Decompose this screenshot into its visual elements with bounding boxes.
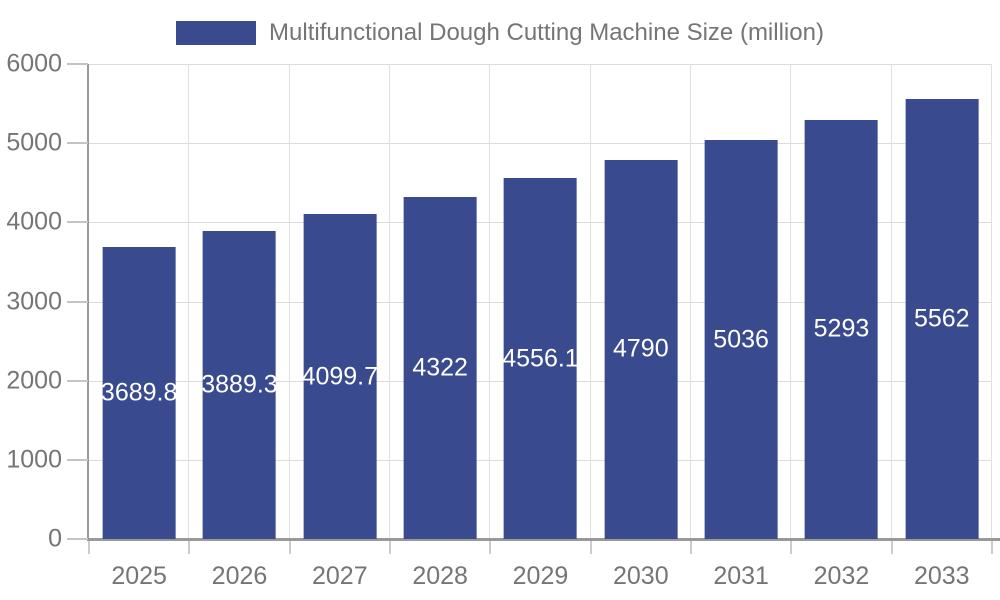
x-tick-label-2031: 2031: [713, 562, 769, 590]
bar-cell-2025: 3689.8: [89, 64, 189, 539]
x-tick-4: [489, 541, 492, 554]
x-tick-8: [890, 541, 893, 554]
y-tick-4000: [67, 221, 88, 224]
x-tick-6: [689, 541, 692, 554]
bar-2031: 5036: [704, 140, 778, 539]
bar-value-label-2025: 3689.8: [100, 378, 178, 407]
bar-value-label-2026: 3889.3: [201, 370, 278, 399]
bar-value-label-2033: 5562: [913, 304, 970, 333]
gridline-v-3: [388, 64, 390, 539]
gridline-v-5: [589, 64, 591, 539]
x-tick-2: [288, 541, 291, 554]
gridline-v-6: [689, 64, 691, 539]
y-tick-label-1000: 1000: [6, 445, 62, 474]
bar-cell-2033: 5562: [892, 64, 992, 539]
x-tick-3: [388, 541, 391, 554]
x-tick-7: [790, 541, 793, 554]
x-tick-9: [991, 541, 993, 554]
bar-cell-2028: 4322: [390, 64, 490, 539]
bar-series: 3689.8 3889.3 4099.7 4322 4556.1 4790 5036 5293…: [89, 64, 992, 539]
x-tick-0: [88, 541, 90, 554]
bar-cell-2026: 3889.3: [189, 64, 289, 539]
gridline-v-9: [991, 64, 992, 539]
gridline-v-8: [890, 64, 892, 539]
bar-2025: 3689.8: [100, 246, 178, 539]
gridline-v-4: [489, 64, 491, 539]
x-tick-label-2027: 2027: [312, 562, 368, 590]
bar-value-label-2027: 4099.7: [301, 362, 379, 391]
chart-legend: Multifunctional Dough Cutting Machine Si…: [0, 19, 1000, 47]
bar-cell-2031: 5036: [691, 64, 791, 539]
gridline-h-6000: [89, 64, 992, 65]
bar-cell-2032: 5293: [791, 64, 891, 539]
bar-value-label-2029: 4556.1: [502, 344, 579, 373]
bar-2027: 4099.7: [301, 214, 379, 539]
y-tick-2000: [67, 379, 88, 382]
bar-2029: 4556.1: [502, 178, 579, 539]
y-axis-line: [87, 64, 89, 539]
x-axis-labels: 2025 2026 2027 2028 2029 2030 2031 2032 2033: [89, 562, 992, 591]
bar-cell-2030: 4790: [591, 64, 691, 539]
x-tick-1: [188, 541, 191, 554]
legend-label: Multifunctional Dough Cutting Machine Si…: [269, 19, 824, 46]
y-tick-label-3000: 3000: [6, 287, 62, 315]
gridline-v-1: [188, 64, 190, 539]
x-tick-label-2025: 2025: [111, 562, 167, 590]
x-tick-label-2032: 2032: [813, 562, 870, 590]
y-tick-label-5000: 5000: [6, 128, 62, 157]
y-tick-5000: [67, 142, 88, 145]
gridline-h-5000: [89, 143, 992, 145]
x-tick-5: [589, 541, 592, 554]
x-tick-label-2030: 2030: [612, 562, 669, 590]
bar-2033: 5562: [905, 98, 979, 539]
gridline-v-2: [288, 64, 290, 539]
bar-cell-2027: 4099.7: [290, 64, 390, 539]
bar-2032: 5293: [805, 119, 878, 539]
bar-2030: 4790: [604, 159, 678, 539]
y-tick-3000: [67, 300, 88, 303]
y-tick-6000: [67, 63, 88, 65]
y-tick-label-6000: 6000: [6, 49, 62, 78]
y-tick-0: [67, 538, 88, 540]
bar-value-label-2031: 5036: [713, 325, 769, 354]
y-tick-1000: [67, 458, 88, 461]
bar-value-label-2030: 4790: [612, 334, 669, 363]
bar-2026: 3889.3: [201, 231, 278, 539]
plot-area: 0 1000 2000 3000 4000 5000 6000 3689.8 3889.3 40…: [6, 50, 1000, 590]
y-tick-label-4000: 4000: [6, 207, 62, 236]
x-tick-label-2026: 2026: [211, 562, 268, 590]
legend-swatch: [176, 21, 257, 45]
y-tick-label-0: 0: [48, 524, 62, 553]
bar-value-label-2028: 4322: [412, 353, 468, 382]
gridline-v-7: [790, 64, 792, 539]
y-tick-label-2000: 2000: [6, 366, 62, 395]
x-tick-label-2028: 2028: [412, 562, 468, 590]
x-tick-label-2033: 2033: [913, 562, 970, 590]
bar-value-label-2032: 5293: [813, 314, 870, 343]
bar-cell-2029: 4556.1: [490, 64, 590, 539]
x-tick-label-2029: 2029: [512, 562, 569, 590]
x-axis-line: [87, 538, 1000, 541]
bar-2028: 4322: [403, 196, 477, 539]
